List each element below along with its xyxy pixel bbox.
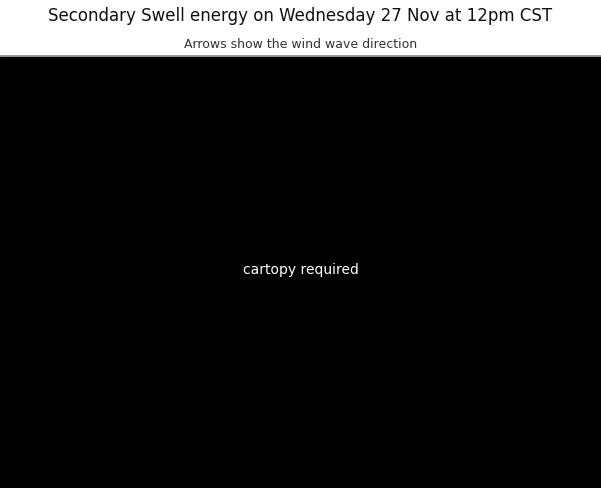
Text: Arrows show the wind wave direction: Arrows show the wind wave direction: [184, 39, 417, 51]
Text: Secondary Swell energy on Wednesday 27 Nov at 12pm CST: Secondary Swell energy on Wednesday 27 N…: [49, 7, 552, 25]
Text: cartopy required: cartopy required: [243, 262, 358, 276]
